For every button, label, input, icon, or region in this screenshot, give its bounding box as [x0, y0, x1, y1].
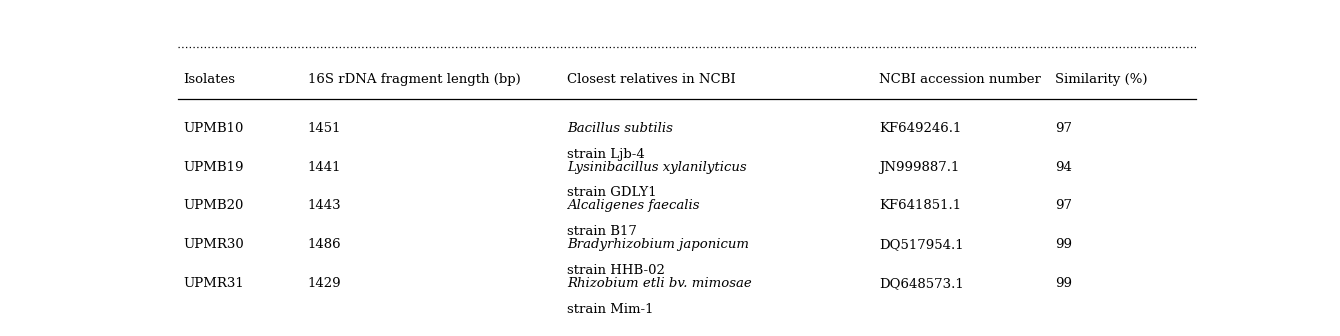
Text: Similarity (%): Similarity (%) [1056, 73, 1148, 86]
Text: 97: 97 [1056, 122, 1072, 135]
Text: Bradyrhizobium japonicum: Bradyrhizobium japonicum [567, 238, 749, 251]
Text: KF649246.1: KF649246.1 [879, 122, 961, 135]
Text: UPMR30: UPMR30 [184, 238, 244, 251]
Text: UPMB10: UPMB10 [184, 122, 244, 135]
Text: 94: 94 [1056, 161, 1072, 174]
Text: Rhizobium etli bv. mimosae: Rhizobium etli bv. mimosae [567, 277, 752, 290]
Text: Isolates: Isolates [184, 73, 234, 86]
Text: DQ648573.1: DQ648573.1 [879, 277, 963, 290]
Text: strain Mim-1: strain Mim-1 [567, 303, 654, 316]
Text: KF641851.1: KF641851.1 [879, 200, 961, 212]
Text: UPMB20: UPMB20 [184, 200, 244, 212]
Text: 1429: 1429 [308, 277, 342, 290]
Text: NCBI accession number: NCBI accession number [879, 73, 1041, 86]
Text: Lysinibacillus xylanilyticus: Lysinibacillus xylanilyticus [567, 161, 746, 174]
Text: strain GDLY1: strain GDLY1 [567, 186, 657, 200]
Text: 1486: 1486 [308, 238, 342, 251]
Text: strain Ljb-4: strain Ljb-4 [567, 148, 645, 161]
Text: JN999887.1: JN999887.1 [879, 161, 959, 174]
Text: strain HHB-02: strain HHB-02 [567, 264, 665, 277]
Text: Bacillus subtilis: Bacillus subtilis [567, 122, 673, 135]
Text: 16S rDNA fragment length (bp): 16S rDNA fragment length (bp) [308, 73, 520, 86]
Text: 1441: 1441 [308, 161, 342, 174]
Text: UPMR31: UPMR31 [184, 277, 244, 290]
Text: 1451: 1451 [308, 122, 342, 135]
Text: Alcaligenes faecalis: Alcaligenes faecalis [567, 200, 699, 212]
Text: 99: 99 [1056, 277, 1072, 290]
Text: DQ517954.1: DQ517954.1 [879, 238, 963, 251]
Text: strain B17: strain B17 [567, 225, 638, 238]
Text: UPMB19: UPMB19 [184, 161, 244, 174]
Text: 1443: 1443 [308, 200, 342, 212]
Text: 97: 97 [1056, 200, 1072, 212]
Text: Closest relatives in NCBI: Closest relatives in NCBI [567, 73, 736, 86]
Text: 99: 99 [1056, 238, 1072, 251]
